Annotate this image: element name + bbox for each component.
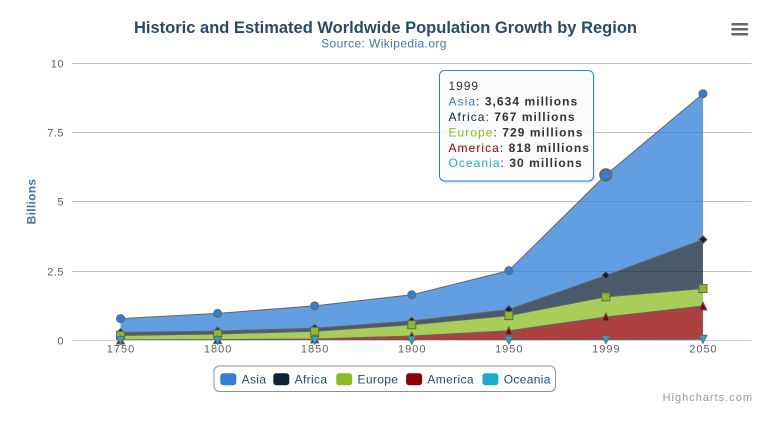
svg-text:1900: 1900: [398, 344, 426, 356]
svg-text:Oceania: Oceania: [504, 373, 551, 387]
svg-text:1850: 1850: [301, 344, 329, 356]
svg-text:Europe: 729 millions: Europe: 729 millions: [449, 125, 584, 139]
svg-text:2.5: 2.5: [47, 267, 64, 279]
svg-text:5: 5: [57, 197, 64, 209]
svg-text:1999: 1999: [449, 79, 480, 93]
svg-text:Highcharts.com: Highcharts.com: [663, 392, 753, 404]
svg-text:0: 0: [57, 336, 64, 348]
svg-text:10: 10: [51, 59, 64, 71]
svg-text:America: America: [427, 373, 473, 387]
svg-text:Africa: Africa: [295, 373, 328, 387]
svg-text:1950: 1950: [495, 344, 523, 356]
svg-text:Oceania: 30 millions: Oceania: 30 millions: [449, 156, 583, 170]
svg-text:Historic and Estimated Worldwi: Historic and Estimated Worldwide Populat…: [134, 19, 637, 37]
svg-text:Asia: Asia: [242, 373, 267, 387]
svg-text:Billions: Billions: [24, 179, 38, 225]
svg-text:2050: 2050: [689, 344, 717, 356]
svg-text:1750: 1750: [107, 344, 135, 356]
svg-text:Asia: 3,634 millions: Asia: 3,634 millions: [449, 95, 579, 109]
svg-text:Europe: Europe: [358, 373, 399, 387]
svg-text:1800: 1800: [204, 344, 232, 356]
svg-text:Source: Wikipedia.org: Source: Wikipedia.org: [321, 36, 447, 50]
svg-text:7.5: 7.5: [47, 128, 64, 140]
svg-text:1999: 1999: [592, 344, 620, 356]
svg-text:America: 818 millions: America: 818 millions: [449, 141, 590, 155]
svg-text:Africa: 767 millions: Africa: 767 millions: [449, 110, 576, 124]
